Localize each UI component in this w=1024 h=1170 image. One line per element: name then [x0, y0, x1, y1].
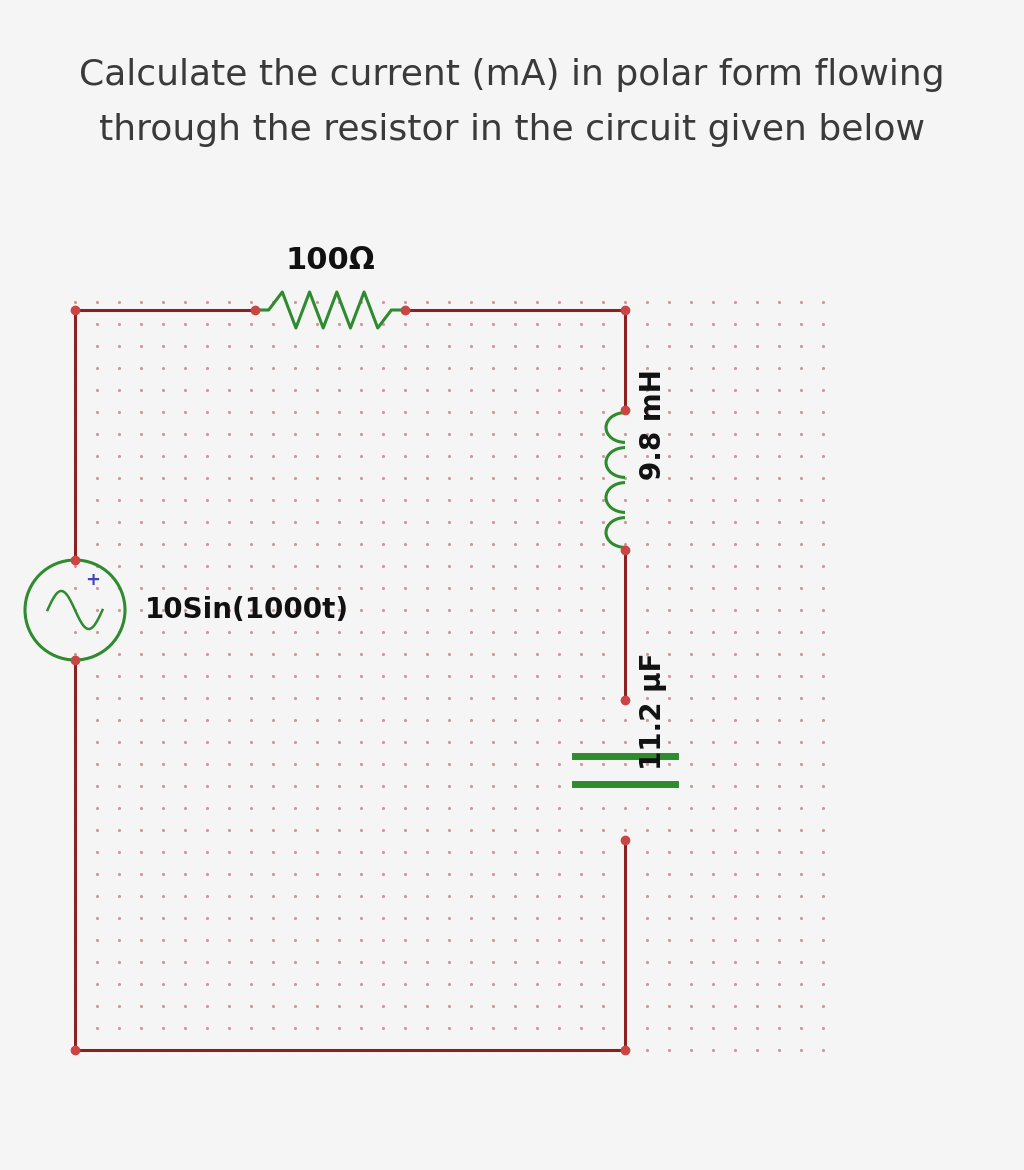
Text: +: + [85, 571, 100, 589]
Text: 9.8 mH: 9.8 mH [639, 369, 667, 480]
Text: 11.2 μF: 11.2 μF [639, 653, 667, 770]
Text: through the resistor in the circuit given below: through the resistor in the circuit give… [99, 113, 925, 147]
Text: 10Sin(1000t): 10Sin(1000t) [145, 596, 349, 624]
Text: 100Ω: 100Ω [285, 246, 375, 275]
Text: Calculate the current (mA) in polar form flowing: Calculate the current (mA) in polar form… [79, 58, 945, 92]
